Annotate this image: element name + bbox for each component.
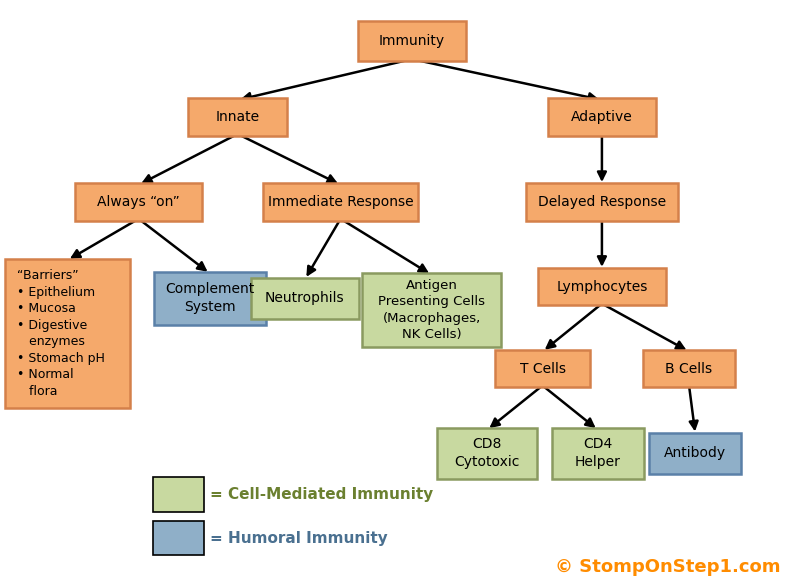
FancyBboxPatch shape [437, 428, 537, 479]
Text: Always “on”: Always “on” [97, 195, 180, 209]
Text: Neutrophils: Neutrophils [265, 291, 345, 305]
FancyBboxPatch shape [263, 183, 418, 221]
Text: Antibody: Antibody [664, 446, 726, 460]
Text: Delayed Response: Delayed Response [538, 195, 666, 209]
Text: CD8
Cytotoxic: CD8 Cytotoxic [455, 438, 520, 469]
FancyBboxPatch shape [153, 521, 204, 556]
FancyBboxPatch shape [251, 277, 359, 319]
Text: = Cell-Mediated Immunity: = Cell-Mediated Immunity [210, 487, 433, 502]
Text: “Barriers”
• Epithelium
• Mucosa
• Digestive
   enzymes
• Stomach pH
• Normal
  : “Barriers” • Epithelium • Mucosa • Diges… [17, 269, 105, 398]
FancyBboxPatch shape [527, 183, 677, 221]
FancyBboxPatch shape [539, 268, 666, 305]
FancyBboxPatch shape [358, 21, 466, 61]
Text: = Humoral Immunity: = Humoral Immunity [210, 531, 387, 546]
Text: Innate: Innate [215, 110, 260, 124]
FancyBboxPatch shape [643, 350, 735, 387]
Text: Complement
System: Complement System [166, 283, 254, 314]
Text: Lymphocytes: Lymphocytes [556, 280, 648, 294]
Text: Adaptive: Adaptive [571, 110, 633, 124]
FancyBboxPatch shape [548, 98, 656, 136]
Text: CD4
Helper: CD4 Helper [575, 438, 621, 469]
FancyBboxPatch shape [649, 433, 741, 474]
FancyBboxPatch shape [552, 428, 644, 479]
Text: Immediate Response: Immediate Response [268, 195, 413, 209]
FancyBboxPatch shape [494, 350, 591, 387]
FancyBboxPatch shape [362, 273, 501, 347]
FancyBboxPatch shape [74, 183, 203, 221]
Text: Antigen
Presenting Cells
(Macrophages,
NK Cells): Antigen Presenting Cells (Macrophages, N… [378, 279, 485, 341]
FancyBboxPatch shape [154, 271, 266, 325]
Text: © StompOnStep1.com: © StompOnStep1.com [554, 558, 780, 576]
Text: T Cells: T Cells [520, 362, 565, 376]
FancyBboxPatch shape [188, 98, 287, 136]
FancyBboxPatch shape [5, 259, 130, 408]
Text: Immunity: Immunity [379, 34, 445, 48]
FancyBboxPatch shape [153, 477, 204, 511]
Text: B Cells: B Cells [665, 362, 713, 376]
